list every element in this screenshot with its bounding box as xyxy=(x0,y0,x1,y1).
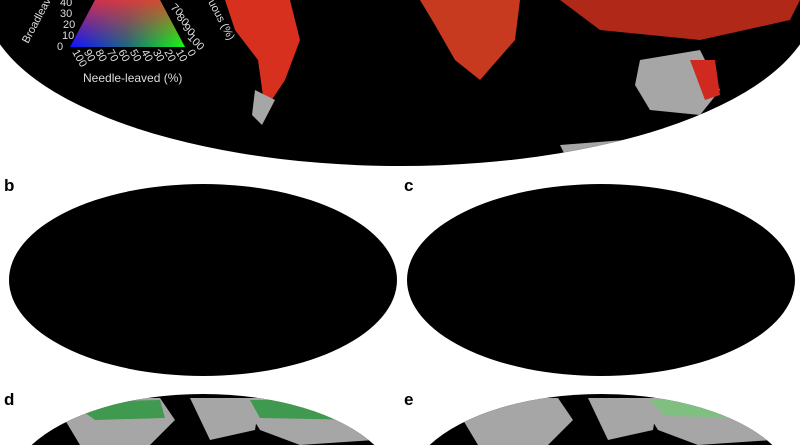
bottom-tick: 70 xyxy=(104,48,121,65)
panel-label-b: b xyxy=(4,176,15,195)
bottom-tick: 20 xyxy=(161,48,178,65)
panel-label-e: e xyxy=(404,390,414,409)
bottom-tick: 90 xyxy=(81,48,98,65)
map-panel-a: Broadleav uous (%) 40 30 20 10 0 70 80 9… xyxy=(0,0,800,166)
bottom-tick: 40 xyxy=(138,48,155,65)
bottom-tick: 30 xyxy=(150,48,167,65)
map-panel-d xyxy=(31,393,375,445)
left-tick: 0 xyxy=(57,41,63,53)
bottom-axis-title: Needle-leaved (%) xyxy=(83,71,182,85)
bottom-tick: 0 xyxy=(184,48,197,59)
bottom-tick: 60 xyxy=(115,48,132,65)
left-tick: 10 xyxy=(62,30,74,42)
panel-label-c: c xyxy=(404,176,414,195)
bottom-tick: 50 xyxy=(127,48,144,65)
map-panel-c xyxy=(407,184,795,376)
left-tick: 30 xyxy=(60,8,72,20)
bottom-tick: 80 xyxy=(92,48,109,65)
panel-label-d: d xyxy=(4,390,15,409)
map-panel-b xyxy=(9,184,397,376)
left-tick: 20 xyxy=(63,19,75,31)
left-tick: 40 xyxy=(60,0,72,9)
map-panel-e xyxy=(429,393,773,445)
bottom-tick: 10 xyxy=(173,48,190,65)
